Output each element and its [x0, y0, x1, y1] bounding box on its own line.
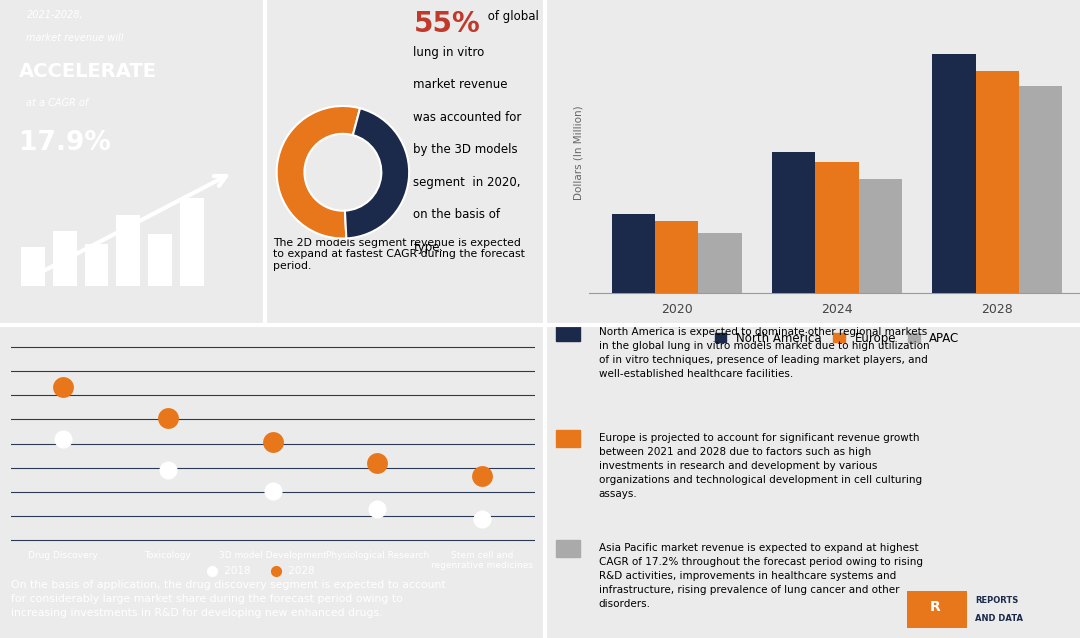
Text: type.: type. — [414, 241, 444, 254]
Text: Drug Discovery: Drug Discovery — [28, 551, 98, 560]
Bar — [656, 221, 699, 293]
FancyBboxPatch shape — [84, 244, 108, 286]
Bar — [975, 71, 1018, 293]
FancyBboxPatch shape — [904, 591, 968, 628]
FancyBboxPatch shape — [53, 231, 77, 286]
Text: The 2D models segment revenue is expected
to expand at fastest CAGR during the f: The 2D models segment revenue is expecte… — [273, 237, 525, 271]
Text: R: R — [930, 600, 941, 614]
Text: segment  in 2020,: segment in 2020, — [414, 175, 521, 189]
Bar — [556, 540, 580, 557]
Text: North America is expected to dominate other regional markets
in the global lung : North America is expected to dominate ot… — [598, 327, 930, 379]
Bar — [859, 179, 902, 293]
Text: REPORTS: REPORTS — [975, 596, 1018, 605]
FancyBboxPatch shape — [148, 234, 172, 286]
Bar — [556, 324, 580, 341]
Bar — [699, 233, 742, 293]
Text: 2018: 2018 — [221, 566, 251, 576]
FancyBboxPatch shape — [22, 248, 45, 286]
Text: on the basis of: on the basis of — [414, 208, 500, 221]
Text: Stem cell and
regenrative medicines: Stem cell and regenrative medicines — [431, 551, 534, 570]
Text: ACCELERATE: ACCELERATE — [18, 62, 157, 81]
Text: by the 3D models: by the 3D models — [414, 143, 518, 156]
Bar — [815, 163, 859, 293]
FancyBboxPatch shape — [117, 215, 140, 286]
Legend: North America, Europe, APAC: North America, Europe, APAC — [710, 327, 964, 350]
Text: of global: of global — [484, 10, 539, 23]
Wedge shape — [276, 106, 360, 239]
Text: On the basis of application, the drug discovery segment is expected to account
f: On the basis of application, the drug di… — [11, 581, 445, 618]
Text: market revenue: market revenue — [414, 78, 508, 91]
Text: at a CAGR of: at a CAGR of — [27, 98, 89, 108]
FancyBboxPatch shape — [180, 198, 204, 286]
Text: Toxicology: Toxicology — [145, 551, 191, 560]
Text: 2021-2028,: 2021-2028, — [27, 10, 83, 20]
Text: 3D model Development: 3D model Development — [219, 551, 326, 560]
Bar — [772, 152, 815, 293]
Wedge shape — [345, 108, 409, 239]
Text: Physiological Research: Physiological Research — [326, 551, 429, 560]
Bar — [932, 54, 975, 293]
Bar — [612, 214, 656, 293]
Text: Asia Pacific market revenue is expected to expand at highest
CAGR of 17.2% throu: Asia Pacific market revenue is expected … — [598, 543, 922, 609]
Text: was accounted for: was accounted for — [414, 110, 522, 124]
Text: market revenue will: market revenue will — [27, 33, 124, 43]
Text: 2028: 2028 — [285, 566, 314, 576]
Text: 55%: 55% — [414, 10, 481, 38]
Text: AND DATA: AND DATA — [975, 614, 1023, 623]
Bar — [556, 430, 580, 447]
Bar — [1018, 85, 1062, 293]
Y-axis label: Dollars (In Million): Dollars (In Million) — [573, 106, 583, 200]
Text: Europe is projected to account for significant revenue growth
between 2021 and 2: Europe is projected to account for signi… — [598, 433, 922, 499]
Text: lung in vitro: lung in vitro — [414, 45, 485, 59]
Text: 17.9%: 17.9% — [18, 130, 110, 156]
